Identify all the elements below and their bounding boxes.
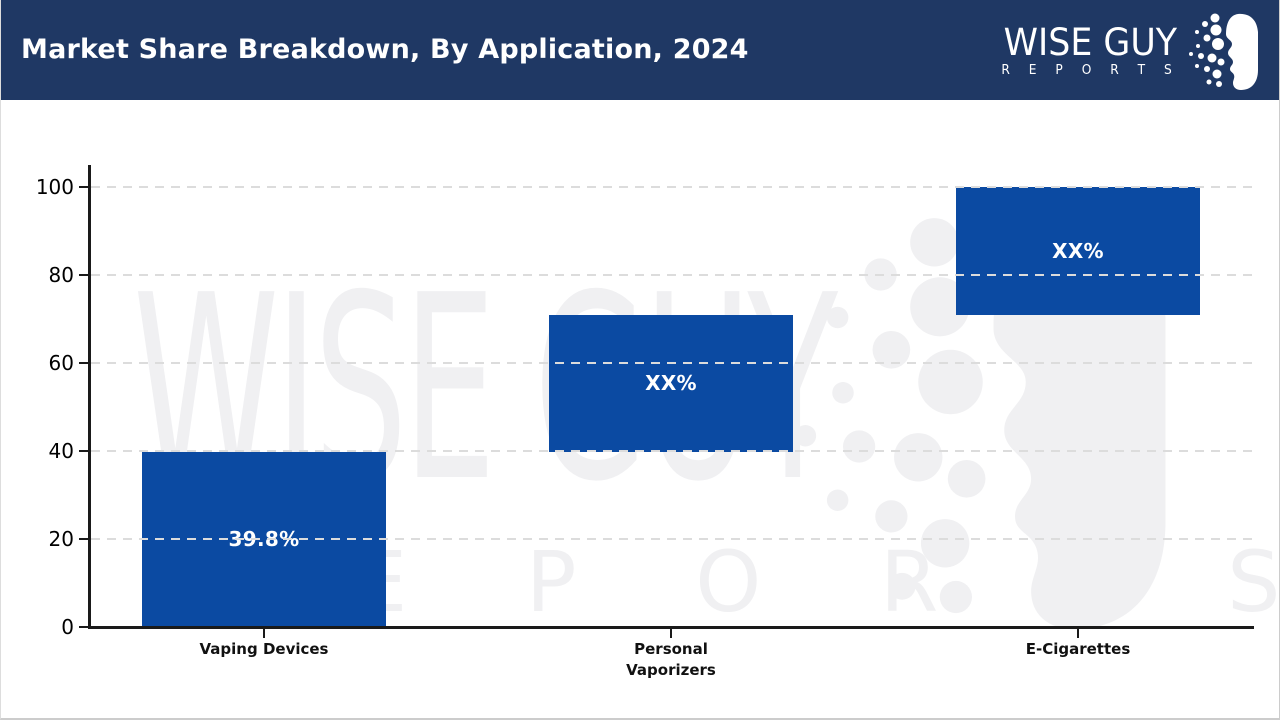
gridline-80 xyxy=(91,274,1254,276)
y-axis-spine xyxy=(88,165,91,629)
y-tick-label: 40 xyxy=(48,439,74,463)
x-category-label: Personal Vaporizers xyxy=(626,640,716,679)
wise-guy-logo: WISE GUY R E P O R T S xyxy=(1001,6,1265,94)
header: Market Share Breakdown, By Application, … xyxy=(1,0,1279,100)
x-tick-mark xyxy=(669,629,673,638)
logo-face-icon xyxy=(1189,13,1258,90)
x-tick-mark xyxy=(1076,629,1080,638)
plot-area: 0 20 40 60 80 100 39.8% Vaping Devices XX% Person… xyxy=(36,165,1254,679)
y-tick-label: 100 xyxy=(35,175,74,199)
logo-subtitle: R E P O R T S xyxy=(1001,63,1179,78)
bar-e-cigarettes: XX% xyxy=(956,187,1200,316)
bar-value-label: XX% xyxy=(1052,239,1104,264)
gridline-60 xyxy=(91,362,1254,364)
x-category-label: E-Cigarettes xyxy=(1025,640,1131,658)
y-tick-mark xyxy=(79,185,88,189)
logo-wordmark: WISE GUY xyxy=(1003,21,1177,64)
y-tick-label: 0 xyxy=(61,615,74,639)
y-tick-label: 60 xyxy=(48,351,74,375)
chart-title: Market Share Breakdown, By Application, … xyxy=(21,34,749,65)
y-tick-mark xyxy=(79,273,88,277)
gridline-100 xyxy=(91,186,1254,188)
bar-value-label: XX% xyxy=(645,371,697,396)
x-tick-mark xyxy=(262,629,266,638)
x-category-label: Vaping Devices xyxy=(199,640,329,658)
gridline-40 xyxy=(91,450,1254,452)
gridline-20 xyxy=(91,538,1254,540)
x-axis-spine xyxy=(88,626,1254,629)
y-tick-mark xyxy=(79,625,88,629)
y-tick-label: 80 xyxy=(48,263,74,287)
y-tick-mark xyxy=(79,537,88,541)
y-tick-label: 20 xyxy=(48,527,74,551)
bar-personal-vaporizers: XX% xyxy=(549,315,793,452)
y-tick-mark xyxy=(79,449,88,453)
y-tick-mark xyxy=(79,361,88,365)
